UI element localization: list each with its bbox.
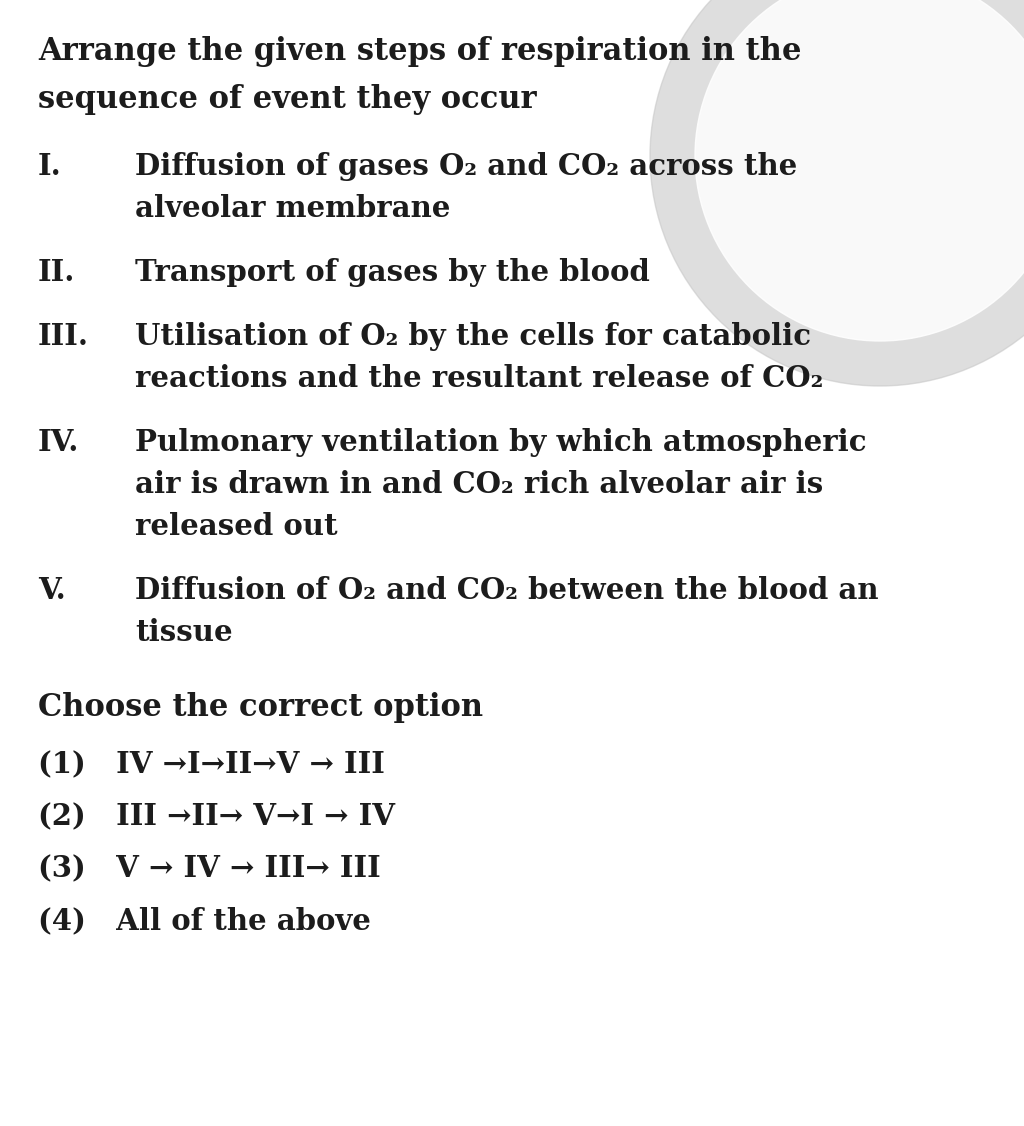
Text: (2)   III →II→ V→I → IV: (2) III →II→ V→I → IV [38,802,395,831]
Text: Transport of gases by the blood: Transport of gases by the blood [135,258,650,287]
Text: air is drawn in and CO₂ rich alveolar air is: air is drawn in and CO₂ rich alveolar ai… [135,470,823,499]
Text: sequence of event they occur: sequence of event they occur [38,84,537,115]
Text: reactions and the resultant release of CO₂: reactions and the resultant release of C… [135,364,823,393]
Text: II.: II. [38,258,76,287]
Text: (3)   V → IV → III→ III: (3) V → IV → III→ III [38,854,381,883]
Text: (4)   All of the above: (4) All of the above [38,906,371,935]
Text: Utilisation of O₂ by the cells for catabolic: Utilisation of O₂ by the cells for catab… [135,322,811,351]
Text: IV.: IV. [38,428,80,457]
Text: released out: released out [135,512,338,540]
Text: Diffusion of gases O₂ and CO₂ across the: Diffusion of gases O₂ and CO₂ across the [135,152,798,181]
Text: III.: III. [38,322,89,351]
Text: Pulmonary ventilation by which atmospheric: Pulmonary ventilation by which atmospher… [135,428,866,457]
Text: Choose the correct option: Choose the correct option [38,692,483,723]
Text: alveolar membrane: alveolar membrane [135,194,451,223]
Text: (1)   IV →I→II→V → III: (1) IV →I→II→V → III [38,750,385,779]
Text: I.: I. [38,152,61,181]
Text: V.: V. [38,577,66,605]
Text: Arrange the given steps of respiration in the: Arrange the given steps of respiration i… [38,36,802,68]
Text: Diffusion of O₂ and CO₂ between the blood an: Diffusion of O₂ and CO₂ between the bloo… [135,577,879,605]
Circle shape [650,0,1024,386]
Circle shape [695,0,1024,341]
Text: tissue: tissue [135,618,232,647]
